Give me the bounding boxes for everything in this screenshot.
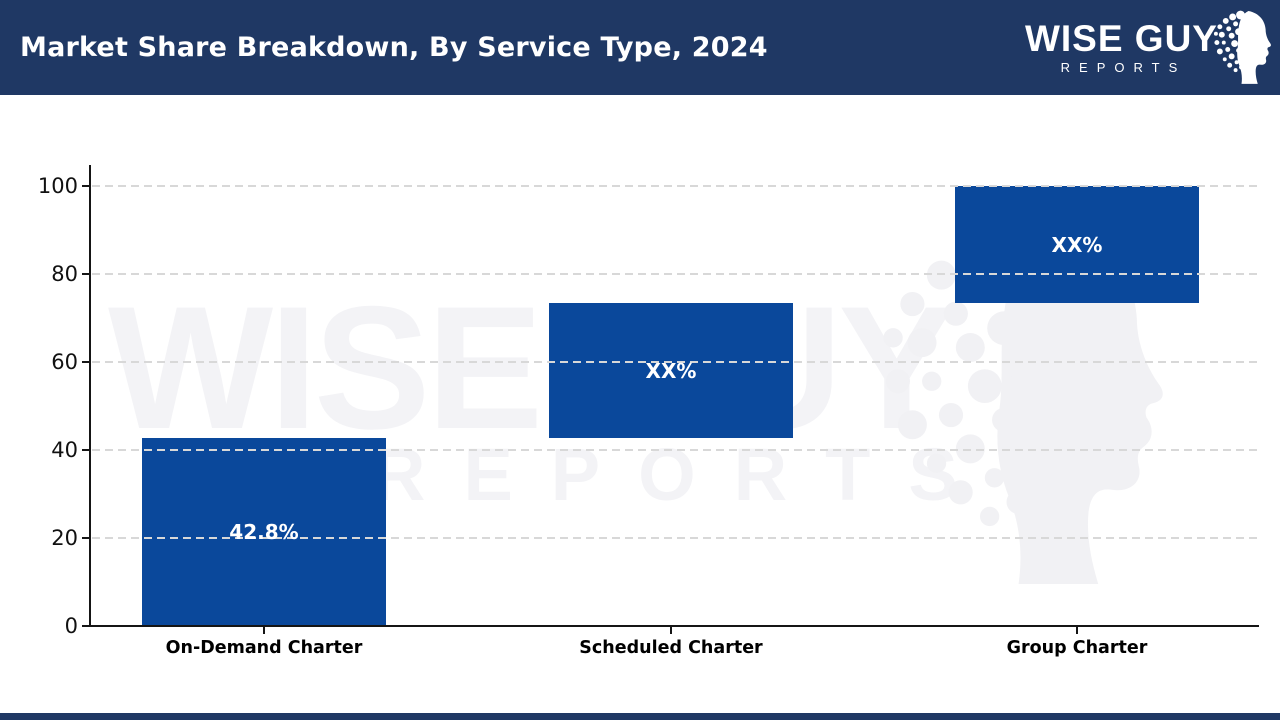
logo-wiseguy-label: WISE GUY [1024,18,1218,59]
x-tick-mark-group-charter [1076,627,1078,634]
y-tick-label-60: 60 [51,350,78,374]
logo-head-icon [1213,10,1271,84]
bar-value-label-on-demand-charter: 42.8% [229,519,299,544]
gridline-80 [92,273,1259,275]
wise-guy-reports-logo: WISE GUY REPORTS [1024,0,1271,95]
x-tick-mark-on-demand-charter [263,627,265,634]
footer-bar [0,713,1280,720]
gridline-20 [92,537,1259,539]
bar-value-label-scheduled-charter: XX% [645,358,697,383]
x-category-label-group-charter: Group Charter [1006,638,1148,658]
y-axis-line [89,165,91,627]
y-tick-label-40: 40 [51,438,78,462]
logo-reports-label: REPORTS [1060,60,1187,75]
y-tick-mark-60 [82,361,90,363]
y-tick-mark-0 [82,625,90,627]
chart-title: Market Share Breakdown, By Service Type,… [20,32,768,63]
bar-on-demand-charter [142,437,386,626]
y-tick-mark-40 [82,449,90,451]
gridline-100 [92,185,1259,187]
x-tick-mark-scheduled-charter [670,627,672,634]
x-category-label-on-demand-charter: On-Demand Charter [165,638,363,658]
logo-text: WISE GUY REPORTS [1024,18,1218,76]
bar-scheduled-charter [549,303,793,438]
y-tick-mark-20 [82,537,90,539]
gridline-60 [92,361,1259,363]
y-tick-label-20: 20 [51,526,78,550]
header-bar: Market Share Breakdown, By Service Type,… [0,0,1280,95]
bar-value-label-group-charter: XX% [1051,232,1103,257]
y-tick-mark-100 [82,185,90,187]
y-tick-mark-80 [82,273,90,275]
gridline-40 [92,449,1259,451]
y-tick-label-0: 0 [64,614,78,638]
x-axis-line [89,625,1259,627]
y-tick-label-80: 80 [51,262,78,286]
y-tick-label-100: 100 [37,174,78,198]
x-category-label-scheduled-charter: Scheduled Charter [579,638,763,658]
